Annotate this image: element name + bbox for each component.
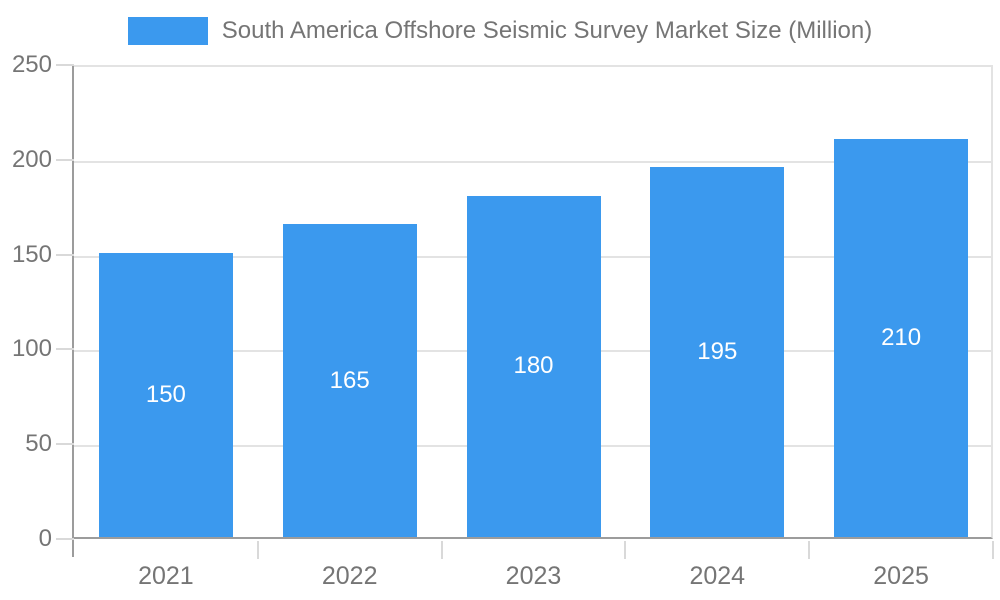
x-axis-tick: [624, 541, 627, 559]
x-axis-tick-label: 2025: [873, 562, 929, 590]
gridline: [74, 160, 991, 163]
y-axis-tick-label: 100: [11, 335, 52, 363]
y-axis-tick: [56, 538, 74, 540]
y-axis-tick: [56, 443, 74, 446]
y-axis-tick: [56, 158, 74, 161]
y-axis-tick-label: 150: [11, 240, 52, 268]
bar-value-label: 150: [145, 380, 186, 408]
bar: 165: [282, 224, 417, 537]
x-axis-tick: [256, 541, 259, 559]
chart-title: South America Offshore Seismic Survey Ma…: [221, 17, 873, 44]
y-axis-tick-label: 0: [38, 525, 52, 552]
plot-area: 150 165 180 195 210: [74, 65, 993, 539]
x-axis-tick-label: 2022: [321, 562, 378, 590]
x-axis-tick: [992, 541, 994, 559]
y-axis-tick-label: 50: [25, 430, 52, 458]
y-axis-tick: [56, 253, 74, 256]
bar-value-label: 210: [881, 323, 922, 351]
x-axis-tick-label: 2023: [505, 562, 562, 590]
y-axis-tick-label: 200: [11, 145, 52, 173]
y-axis-tick-label: 250: [11, 51, 52, 78]
bar-value-label: 165: [329, 366, 370, 394]
bar: 195: [650, 167, 785, 537]
y-axis-tick: [56, 348, 74, 351]
bar: 150: [98, 252, 233, 537]
legend-swatch: [127, 17, 208, 45]
y-axis-tick: [56, 64, 74, 66]
y-axis-line: [72, 65, 74, 557]
bar-value-label: 180: [513, 352, 554, 380]
x-axis-tick-label: 2021: [138, 562, 194, 590]
x-axis-tick: [808, 541, 811, 559]
x-axis-tick: [440, 541, 443, 559]
bar: 180: [466, 195, 601, 537]
legend: South America Offshore Seismic Survey Ma…: [0, 17, 1000, 45]
x-axis-tick-label: 2024: [689, 562, 746, 590]
bar-value-label: 195: [697, 338, 738, 366]
bar: 210: [834, 138, 969, 537]
